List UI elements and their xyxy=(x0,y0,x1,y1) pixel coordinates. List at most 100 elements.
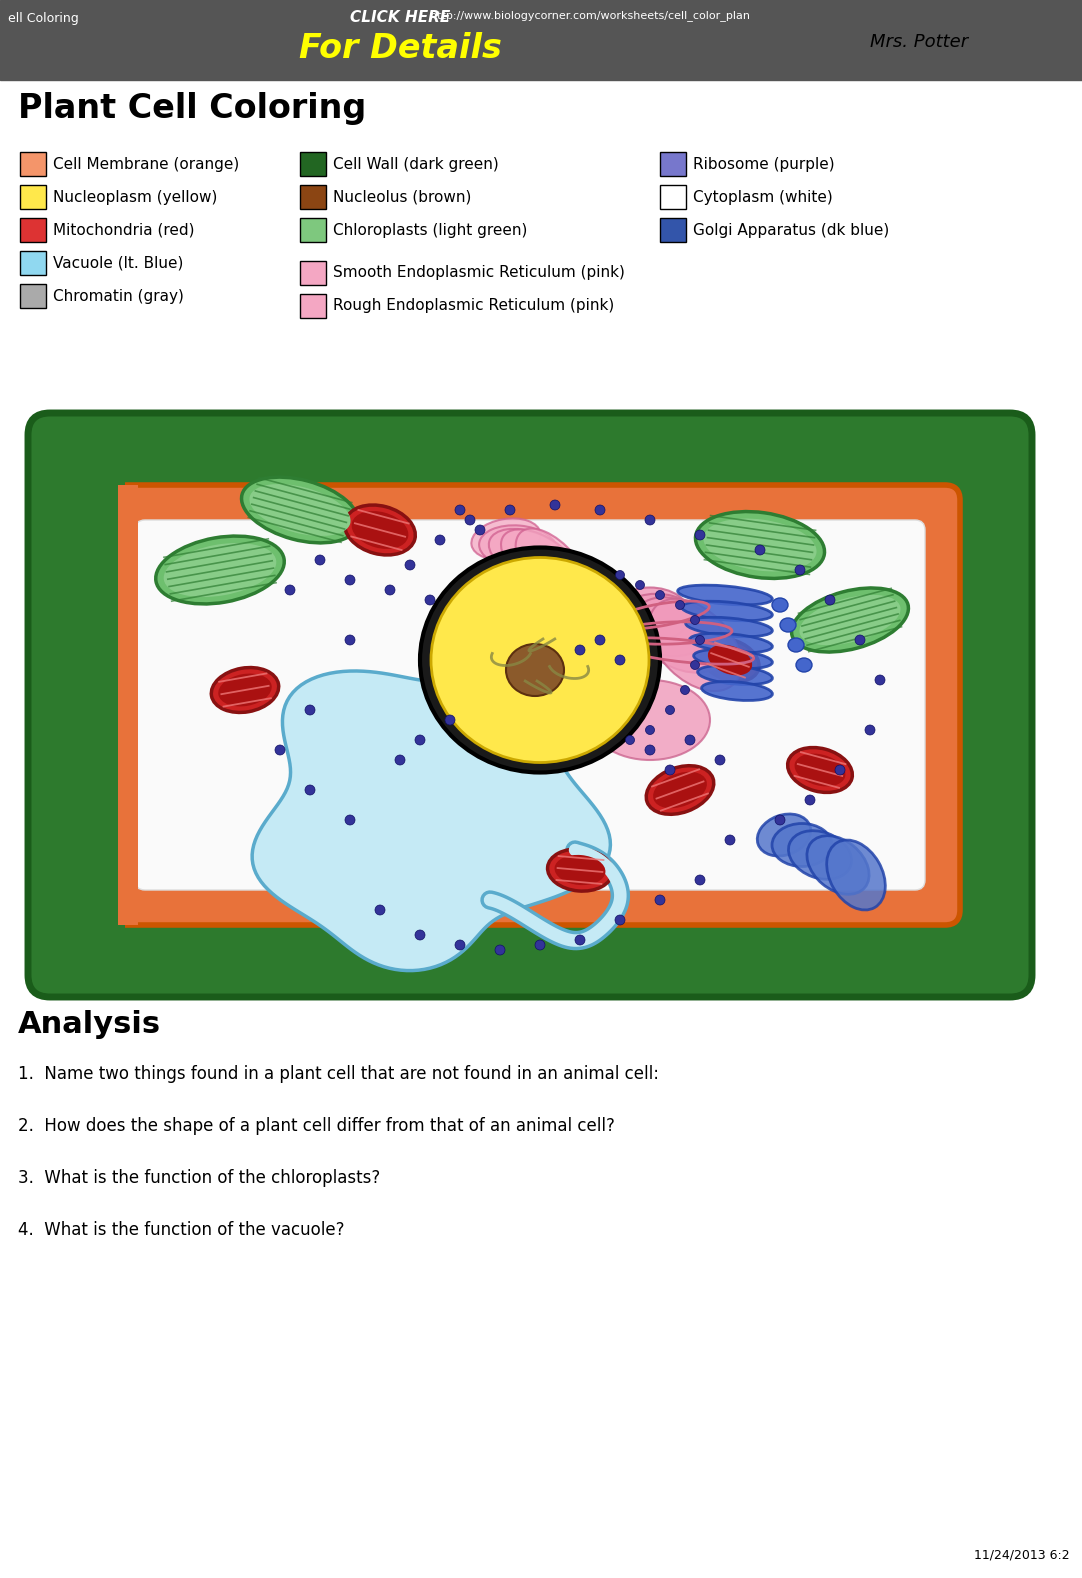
Ellipse shape xyxy=(725,835,735,844)
Text: 2.  How does the shape of a plant cell differ from that of an animal cell?: 2. How does the shape of a plant cell di… xyxy=(18,1117,615,1135)
Ellipse shape xyxy=(405,560,415,570)
Ellipse shape xyxy=(465,514,475,525)
Ellipse shape xyxy=(415,929,425,940)
Ellipse shape xyxy=(535,940,545,950)
Text: Mitochondria (red): Mitochondria (red) xyxy=(53,222,195,238)
Ellipse shape xyxy=(456,505,465,514)
Ellipse shape xyxy=(634,598,726,672)
Ellipse shape xyxy=(703,519,817,571)
Ellipse shape xyxy=(345,814,355,825)
Text: Mrs. Potter: Mrs. Potter xyxy=(870,33,968,50)
Ellipse shape xyxy=(489,529,571,581)
Text: Analysis: Analysis xyxy=(18,1010,161,1038)
Text: CLICK HERE: CLICK HERE xyxy=(349,9,450,25)
Ellipse shape xyxy=(305,705,315,715)
Ellipse shape xyxy=(345,505,415,555)
Ellipse shape xyxy=(755,544,765,555)
Text: Cell Membrane (orange): Cell Membrane (orange) xyxy=(53,156,239,172)
Text: Vacuole (lt. Blue): Vacuole (lt. Blue) xyxy=(53,256,183,270)
Text: ell Coloring: ell Coloring xyxy=(8,13,79,25)
Ellipse shape xyxy=(654,772,707,808)
Text: 11/24/2013 6:2: 11/24/2013 6:2 xyxy=(975,1550,1070,1562)
Ellipse shape xyxy=(655,895,665,906)
Ellipse shape xyxy=(595,634,605,645)
Ellipse shape xyxy=(385,585,395,595)
Polygon shape xyxy=(252,671,610,970)
Ellipse shape xyxy=(805,795,815,805)
Bar xyxy=(0,0,1082,80)
Bar xyxy=(19,218,47,241)
Text: Nucleoplasm (yellow): Nucleoplasm (yellow) xyxy=(53,189,217,205)
Ellipse shape xyxy=(646,726,655,734)
Ellipse shape xyxy=(163,543,276,596)
Text: Cell Wall (dark green): Cell Wall (dark green) xyxy=(333,156,499,172)
Ellipse shape xyxy=(610,587,690,642)
Text: 3.  What is the function of the chloroplasts?: 3. What is the function of the chloropla… xyxy=(18,1169,380,1187)
Bar xyxy=(300,151,326,177)
Ellipse shape xyxy=(219,674,272,707)
Text: Plant Cell Coloring: Plant Cell Coloring xyxy=(18,92,366,125)
Ellipse shape xyxy=(824,595,835,604)
FancyBboxPatch shape xyxy=(135,521,925,890)
Ellipse shape xyxy=(352,511,408,549)
Ellipse shape xyxy=(431,557,649,762)
Ellipse shape xyxy=(675,601,685,609)
Ellipse shape xyxy=(285,585,295,595)
Text: For Details: For Details xyxy=(299,32,501,65)
Ellipse shape xyxy=(708,645,752,675)
Ellipse shape xyxy=(689,633,773,653)
Ellipse shape xyxy=(796,658,812,672)
Ellipse shape xyxy=(625,735,634,745)
Ellipse shape xyxy=(456,940,465,950)
Ellipse shape xyxy=(475,525,485,535)
Ellipse shape xyxy=(645,745,655,754)
Ellipse shape xyxy=(590,680,710,761)
Ellipse shape xyxy=(827,839,885,911)
Ellipse shape xyxy=(547,849,612,892)
Ellipse shape xyxy=(575,936,585,945)
Ellipse shape xyxy=(445,715,456,724)
Ellipse shape xyxy=(395,754,405,765)
Ellipse shape xyxy=(775,814,786,825)
Ellipse shape xyxy=(682,601,773,620)
Ellipse shape xyxy=(690,661,699,669)
Ellipse shape xyxy=(345,634,355,645)
Ellipse shape xyxy=(695,530,705,540)
FancyBboxPatch shape xyxy=(100,484,960,925)
Ellipse shape xyxy=(506,644,564,696)
Bar xyxy=(300,185,326,208)
Ellipse shape xyxy=(795,565,805,574)
Ellipse shape xyxy=(685,735,695,745)
Ellipse shape xyxy=(792,589,909,652)
Ellipse shape xyxy=(757,814,810,855)
Ellipse shape xyxy=(494,945,505,955)
Text: Golgi Apparatus (dk blue): Golgi Apparatus (dk blue) xyxy=(692,222,889,238)
Ellipse shape xyxy=(435,535,445,544)
Ellipse shape xyxy=(501,529,583,596)
Ellipse shape xyxy=(698,666,773,685)
Text: http://www.biologycorner.com/worksheets/cell_color_plan: http://www.biologycorner.com/worksheets/… xyxy=(430,9,750,21)
Ellipse shape xyxy=(645,514,655,525)
Ellipse shape xyxy=(665,765,675,775)
Ellipse shape xyxy=(696,636,704,644)
Ellipse shape xyxy=(595,505,605,514)
Ellipse shape xyxy=(375,906,385,915)
Ellipse shape xyxy=(425,595,435,604)
Bar xyxy=(118,484,138,925)
Ellipse shape xyxy=(855,634,865,645)
Text: 4.  What is the function of the vacuole?: 4. What is the function of the vacuole? xyxy=(18,1221,344,1239)
Ellipse shape xyxy=(656,590,664,600)
Ellipse shape xyxy=(690,615,699,625)
Ellipse shape xyxy=(250,484,351,537)
Bar xyxy=(660,185,686,208)
Ellipse shape xyxy=(635,581,645,590)
Ellipse shape xyxy=(472,519,541,560)
Bar xyxy=(660,218,686,241)
Ellipse shape xyxy=(701,682,773,701)
Ellipse shape xyxy=(771,824,832,866)
Ellipse shape xyxy=(695,874,705,885)
Ellipse shape xyxy=(789,830,852,879)
Ellipse shape xyxy=(715,754,725,765)
Ellipse shape xyxy=(771,598,788,612)
Ellipse shape xyxy=(788,638,804,652)
